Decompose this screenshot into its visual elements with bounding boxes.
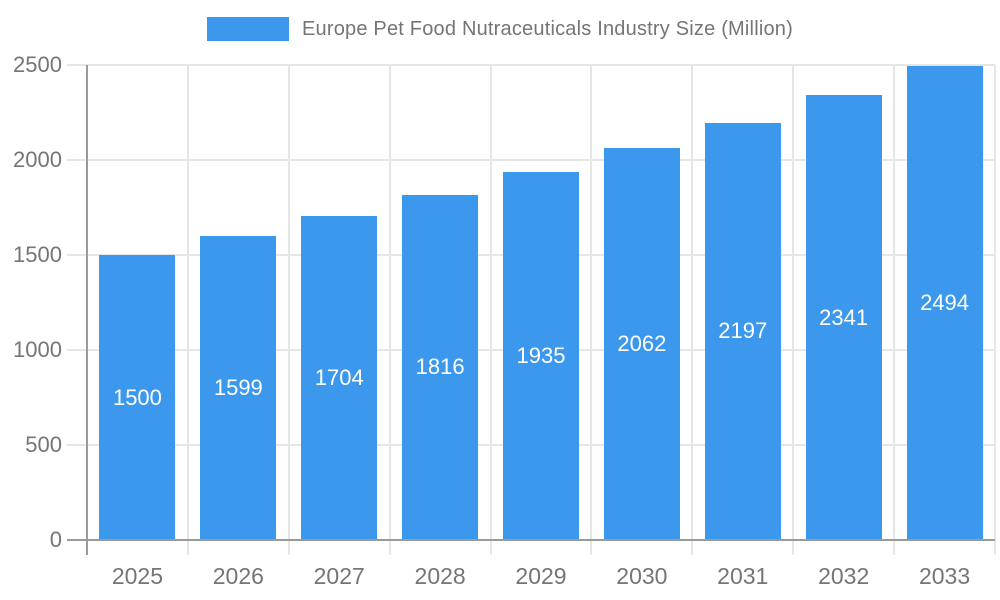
y-axis-label: 2000 (13, 147, 62, 172)
x-axis-label: 2026 (212, 563, 264, 589)
x-axis-label: 2027 (313, 563, 365, 589)
gridline-vertical (489, 65, 492, 555)
bar-2028[interactable] (402, 194, 479, 540)
bar-value-label: 1704 (314, 365, 364, 391)
x-axis-label: 2030 (616, 563, 668, 589)
gridline-vertical (287, 65, 290, 555)
bar-2030[interactable] (603, 148, 680, 540)
y-axis-label: 0 (49, 527, 62, 552)
legend-label: Europe Pet Food Nutraceuticals Industry … (301, 17, 793, 40)
x-axis-line (67, 539, 995, 541)
y-axis-label: 1500 (13, 242, 62, 267)
bar-2031[interactable] (704, 122, 781, 540)
x-axis-label: 2031 (717, 563, 769, 589)
y-axis-label: 2500 (13, 52, 62, 77)
gridline-vertical (388, 65, 391, 555)
gridline-horizontal (67, 159, 995, 161)
bar-value-label: 1816 (415, 354, 465, 380)
gridline-vertical (994, 65, 996, 555)
bar-2026[interactable] (200, 236, 277, 540)
bar-value-label: 1599 (213, 375, 263, 401)
x-axis-label: 2029 (515, 563, 567, 589)
gridline-vertical (186, 65, 189, 555)
y-axis-label: 500 (25, 432, 62, 457)
bar-2027[interactable] (301, 216, 378, 540)
gridline-vertical (893, 65, 896, 555)
legend-swatch (206, 17, 289, 41)
gridline-vertical (792, 65, 795, 555)
y-axis-label: 1000 (13, 337, 62, 362)
bar-2032[interactable] (805, 95, 882, 540)
plot-area: 0 500 1000 1500 2000 2500 1500 2025 1599 2026 1704… (13, 52, 996, 589)
x-axis-label: 2025 (111, 563, 164, 589)
bar-value-label: 2341 (819, 304, 869, 330)
bar-value-label: 2197 (718, 318, 768, 344)
gridline-vertical (590, 65, 593, 555)
bar-2033[interactable] (906, 66, 983, 540)
x-axis-label: 2028 (414, 563, 466, 589)
bar-2029[interactable] (503, 172, 579, 540)
gridline-vertical (691, 65, 694, 555)
bar-value-label: 1935 (516, 343, 566, 369)
y-axis-line (86, 65, 88, 555)
bar-2025[interactable] (99, 255, 176, 540)
legend[interactable]: Europe Pet Food Nutraceuticals Industry … (0, 17, 1000, 41)
bar-value-label: 1500 (112, 384, 162, 410)
gridline-horizontal (67, 64, 995, 66)
x-axis-label: 2032 (818, 563, 870, 589)
bar-value-label: 2062 (617, 331, 667, 357)
x-axis-label: 2033 (918, 563, 971, 589)
bar-value-label: 2494 (920, 290, 970, 316)
